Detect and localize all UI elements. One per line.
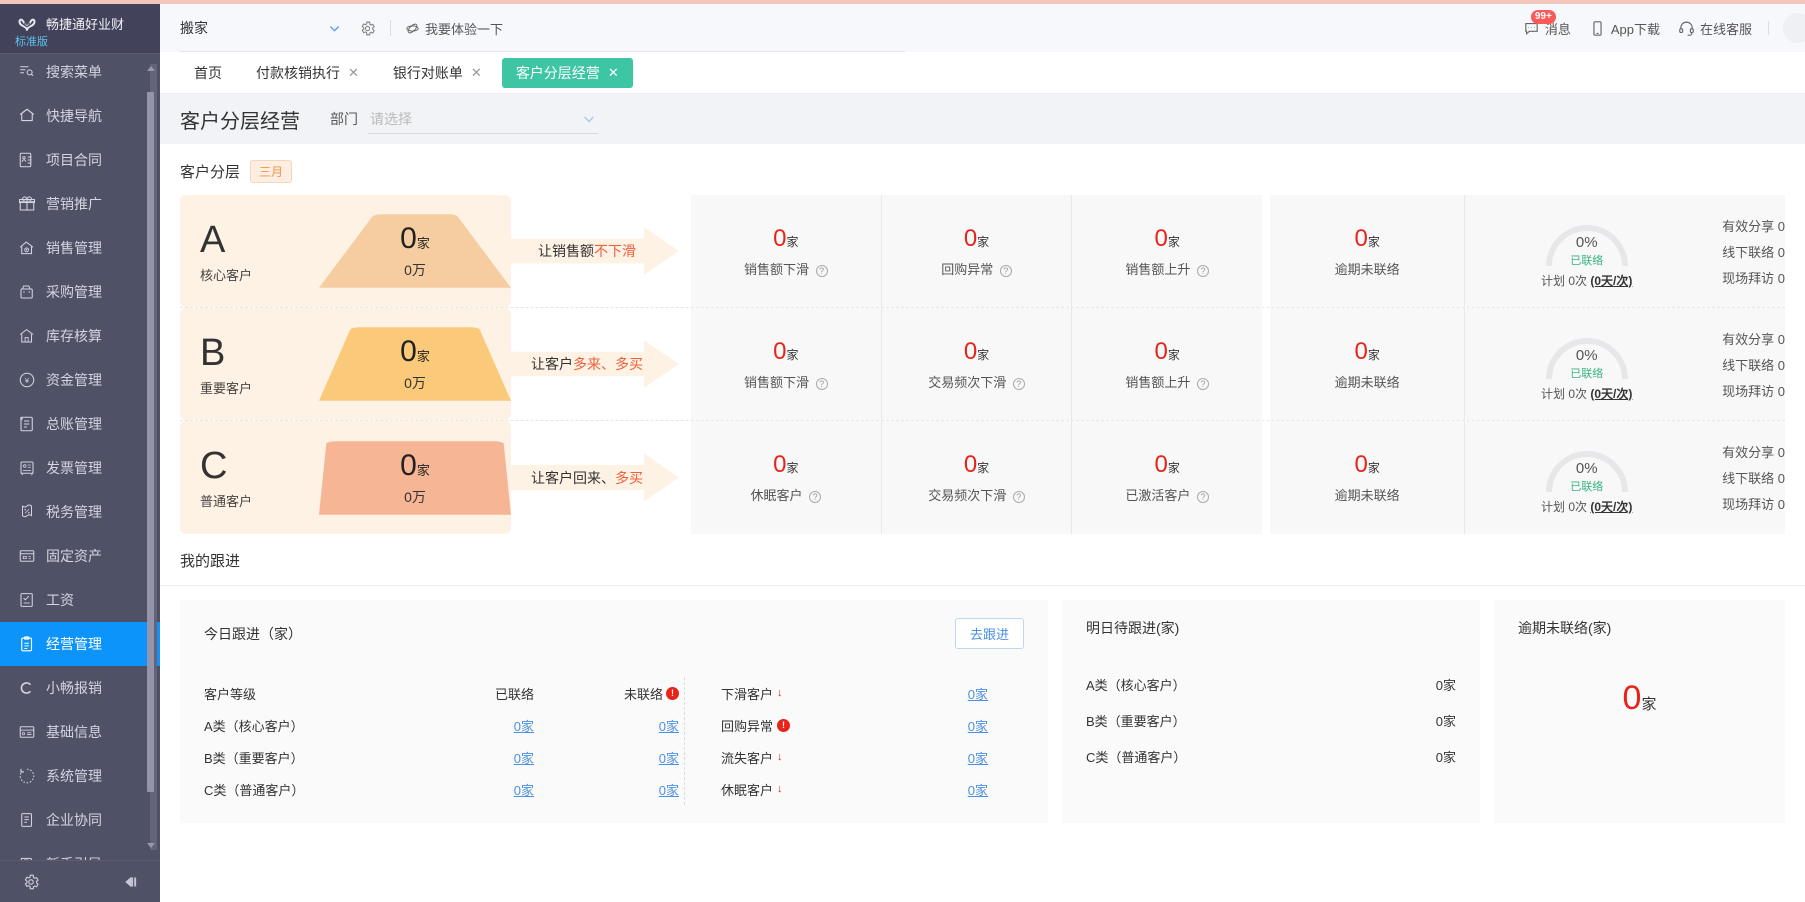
svg-text:¥: ¥ bbox=[25, 376, 30, 385]
